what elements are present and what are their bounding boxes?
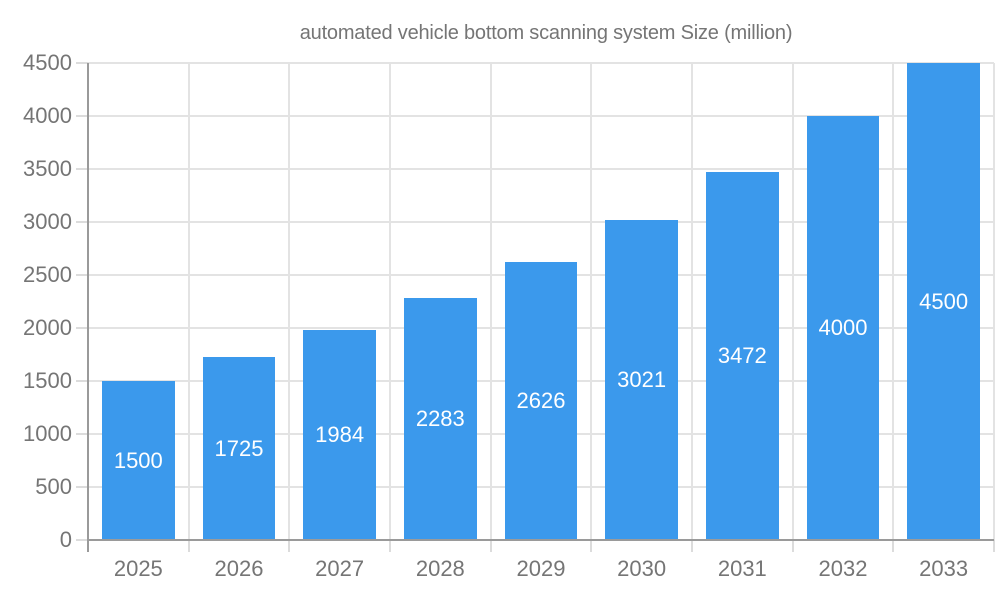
bar-value-label: 2283 (415, 406, 465, 431)
y-axis-label: 4000 (23, 103, 72, 128)
bar (605, 219, 678, 540)
gridline-vertical (791, 63, 794, 540)
x-axis-label: 2030 (617, 556, 667, 581)
bar-value-label: 4000 (818, 315, 868, 340)
bar-value-label: 1500 (113, 447, 163, 473)
x-axis-label: 2032 (818, 556, 868, 581)
y-axis-line (87, 63, 89, 552)
x-axis-tick (791, 540, 794, 552)
gridline-vertical (892, 63, 895, 540)
x-axis-label: 2029 (516, 556, 566, 581)
gridline-vertical (590, 63, 593, 540)
y-axis-label: 2500 (23, 262, 72, 287)
gridline-vertical (489, 63, 492, 540)
bar-value-label: 3472 (717, 342, 767, 368)
gridline-vertical (288, 63, 291, 540)
x-axis-label: 2027 (315, 556, 365, 581)
bar (504, 261, 578, 540)
y-axis-tick (76, 539, 88, 541)
y-axis-label: 0 (59, 527, 72, 552)
x-axis-tick (993, 540, 995, 552)
bar (706, 171, 779, 540)
bar-value-label: 1984 (315, 421, 365, 447)
x-axis-label: 2028 (415, 556, 465, 581)
bar-value-label: 1725 (214, 435, 264, 461)
y-axis-tick (76, 221, 88, 223)
legend-label: automated vehicle bottom scanning system… (299, 21, 793, 44)
y-axis-tick (76, 327, 88, 329)
x-axis-tick (691, 540, 693, 552)
y-axis-label: 4500 (23, 50, 72, 75)
y-axis-label: 1500 (23, 368, 72, 393)
y-axis-tick (76, 168, 88, 170)
bar (102, 381, 175, 540)
gridline-horizontal (88, 62, 994, 64)
x-axis-label: 2031 (717, 556, 767, 581)
bar (303, 329, 376, 540)
y-axis-label: 500 (35, 474, 72, 499)
x-axis-tick (892, 540, 895, 552)
x-axis-label: 2025 (113, 556, 163, 581)
bar-value-label: 2626 (516, 387, 566, 413)
bar-value-label: 3021 (617, 366, 667, 392)
x-axis-tick (288, 540, 291, 552)
x-axis-tick (489, 540, 492, 552)
x-axis-label: 2033 (919, 556, 969, 581)
y-axis-label: 3000 (23, 209, 72, 234)
y-axis-tick (76, 274, 88, 276)
y-axis-label: 1000 (23, 421, 72, 446)
bar-value-label: 4500 (919, 288, 969, 314)
bar (404, 298, 477, 540)
y-axis-label: 3500 (23, 156, 72, 181)
y-axis-label: 2000 (23, 315, 72, 340)
bar (907, 63, 980, 540)
x-axis-tick (389, 540, 391, 552)
legend[interactable]: automated vehicle bottom scanning system… (0, 20, 1000, 46)
gridline-horizontal (88, 221, 994, 223)
y-axis-tick (76, 62, 88, 64)
y-axis-tick (76, 433, 88, 435)
gridline-vertical (993, 63, 995, 540)
gridline-vertical (389, 63, 391, 540)
x-axis-label: 2026 (214, 556, 264, 581)
gridline-horizontal (88, 115, 994, 117)
y-axis-tick (76, 380, 88, 382)
y-axis-tick (76, 486, 88, 488)
y-axis-tick (76, 115, 88, 117)
bar (202, 357, 276, 540)
gridline-horizontal (88, 168, 994, 170)
x-axis-tick (590, 540, 593, 552)
x-axis-line (87, 539, 994, 541)
gridline-vertical (187, 63, 190, 540)
bar (806, 116, 880, 540)
gridline-vertical (691, 63, 693, 540)
x-axis-tick (187, 540, 190, 552)
